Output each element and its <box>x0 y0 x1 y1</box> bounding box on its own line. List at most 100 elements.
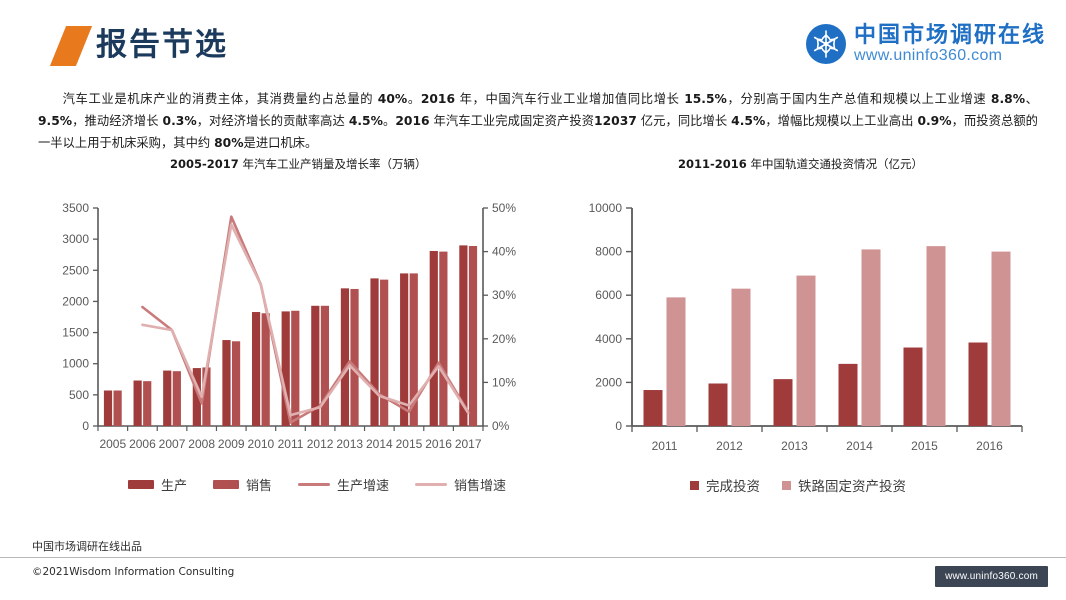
bar-生产 <box>459 245 468 426</box>
orange-slash-accent <box>49 26 93 66</box>
legend-item-生产[interactable]: 生产 <box>128 475 187 494</box>
bar-生产 <box>251 312 261 426</box>
bar-生产 <box>133 380 142 426</box>
legend-square-swatch-铁路固定资产投资 <box>782 480 791 490</box>
x-tick-label: 2008 <box>188 437 215 451</box>
y-tick-label-left: 2000 <box>62 294 89 308</box>
legend-item-完成投资[interactable]: 完成投资 <box>690 475 760 495</box>
bar-生产 <box>222 340 231 426</box>
x-tick-label: 2012 <box>307 437 334 451</box>
paragraph-emphasis: 4.5% <box>348 114 383 129</box>
bar-生产 <box>163 370 172 426</box>
y-tick-label-left: 3000 <box>62 232 89 246</box>
legend-square-swatch-完成投资 <box>690 480 699 490</box>
legend-item-销售[interactable]: 销售 <box>213 475 272 494</box>
x-tick-label: 2013 <box>781 439 808 453</box>
bar-生产 <box>281 311 290 426</box>
chart-left-legend: 生产 销售 生产增速 销售增速 <box>128 475 506 494</box>
x-tick-label: 2011 <box>278 437 304 451</box>
y-tick-label: 10000 <box>589 201 623 215</box>
footer-url-badge[interactable]: www.uninfo360.com <box>935 566 1048 587</box>
y-tick-label: 8000 <box>595 245 622 259</box>
x-tick-label: 2013 <box>336 437 363 451</box>
paragraph-emphasis: 4.5% <box>731 114 766 129</box>
bar-铁路固定资产投资 <box>731 288 751 426</box>
x-tick-label: 2005 <box>99 437 126 451</box>
bar-销售 <box>468 245 478 426</box>
paragraph-text: ，分别高于国内生产总值和规模以上工业增速 <box>726 92 991 107</box>
x-tick-label: 2014 <box>366 437 393 451</box>
legend-item-铁路固定资产投资[interactable]: 铁路固定资产投资 <box>782 475 906 495</box>
paragraph-emphasis: 9.5% <box>38 114 73 129</box>
legend-label: 铁路固定资产投资 <box>798 479 906 495</box>
brand-name-cn: 中国市场调研在线 <box>853 22 1046 47</box>
bar-铁路固定资产投资 <box>991 251 1011 426</box>
paragraph-emphasis: 0.9% <box>917 114 952 129</box>
paragraph-emphasis: 2016 <box>395 114 430 129</box>
x-tick-label: 2007 <box>159 437 186 451</box>
paragraph-text: ，而投资总额的一半以上用于机床采购，其中约 <box>38 114 1038 151</box>
paragraph-emphasis: 0.3% <box>162 114 197 129</box>
bar-铁路固定资产投资 <box>666 297 686 426</box>
legend-label: 生产 <box>161 479 188 494</box>
legend-item-销售增速[interactable]: 销售增速 <box>415 475 506 494</box>
y-tick-label-right: 30% <box>492 288 516 302</box>
bar-销售 <box>291 310 300 426</box>
x-tick-label: 2011 <box>652 439 678 453</box>
bar-销售 <box>320 305 330 426</box>
body-paragraph: 汽车工业是机床产业的消费主体，其消费量约占总量的 40%。2016 年，中国汽车… <box>38 88 1038 154</box>
paragraph-emphasis: 2016 <box>420 92 456 107</box>
bar-生产 <box>400 273 409 426</box>
paragraph-emphasis: 40% <box>377 92 408 107</box>
chart-right-title: 2011-2016 年中国轨道交通投资情况（亿元） <box>678 156 923 172</box>
y-tick-label-left: 2500 <box>62 263 89 277</box>
legend-item-生产增速[interactable]: 生产增速 <box>298 475 389 494</box>
chart-title-text: 年中国轨道交通投资情况（亿元） <box>746 157 923 171</box>
paragraph-emphasis: 80% <box>214 136 244 151</box>
y-tick-label-left: 1500 <box>62 326 89 340</box>
bar-完成投资 <box>773 379 793 426</box>
bar-生产 <box>192 368 201 426</box>
chart-right-svg: 0 2000 4000 6000 8000 10000 2011 2012 2013 2014 20… <box>589 201 1023 453</box>
bar-销售 <box>172 371 181 426</box>
bar-生产 <box>429 250 438 426</box>
chart-title-text: 年汽车工业产销量及增长率（万辆） <box>238 157 427 171</box>
y-tick-label-right: 10% <box>492 375 516 389</box>
footer-divider <box>0 557 1066 558</box>
y-tick-label-right: 40% <box>492 245 516 259</box>
chart-right-legend: 完成投资 铁路固定资产投资 <box>690 475 906 495</box>
y-tick-label-right: 50% <box>492 201 516 215</box>
x-tick-label: 2012 <box>716 439 743 453</box>
bar-铁路固定资产投资 <box>861 249 881 426</box>
footer-copyright: ©2021Wisdom Information Consulting <box>32 566 235 578</box>
bar-完成投资 <box>968 342 988 426</box>
bar-生产 <box>340 288 350 426</box>
line-销售增速 <box>141 223 470 417</box>
bar-铁路固定资产投资 <box>926 246 946 426</box>
paragraph-text: 是进口机床。 <box>243 136 318 151</box>
x-tick-label: 2015 <box>911 439 938 453</box>
paragraph-text: 年汽车工业完成固定资产投资 <box>429 114 595 129</box>
paragraph-text: 。 <box>382 114 396 129</box>
bar-铁路固定资产投资 <box>796 275 816 426</box>
paragraph-text: 、 <box>1025 92 1038 107</box>
y-tick-label: 6000 <box>595 288 622 302</box>
brand-url: www.uninfo360.com <box>853 47 1003 64</box>
x-tick-label: 2015 <box>396 437 423 451</box>
paragraph-emphasis: 8.8% <box>990 92 1026 107</box>
paragraph-text: 。 <box>407 92 421 107</box>
bar-销售 <box>202 367 211 426</box>
x-tick-label: 2006 <box>129 437 156 451</box>
line-生产增速 <box>141 215 470 424</box>
y-tick-label-left: 1000 <box>62 357 89 371</box>
legend-line-swatch-生产增速 <box>298 483 331 486</box>
bar-销售 <box>409 273 418 426</box>
x-tick-label: 2016 <box>976 439 1003 453</box>
chart-title-range: 2011-2016 <box>678 157 747 171</box>
bar-生产 <box>370 278 379 426</box>
x-tick-label: 2014 <box>846 439 873 453</box>
legend-label: 生产增速 <box>337 479 390 494</box>
paragraph-text: 年，中国汽车行业工业增加值同比增长 <box>455 92 685 107</box>
y-tick-label-right: 20% <box>492 332 516 346</box>
